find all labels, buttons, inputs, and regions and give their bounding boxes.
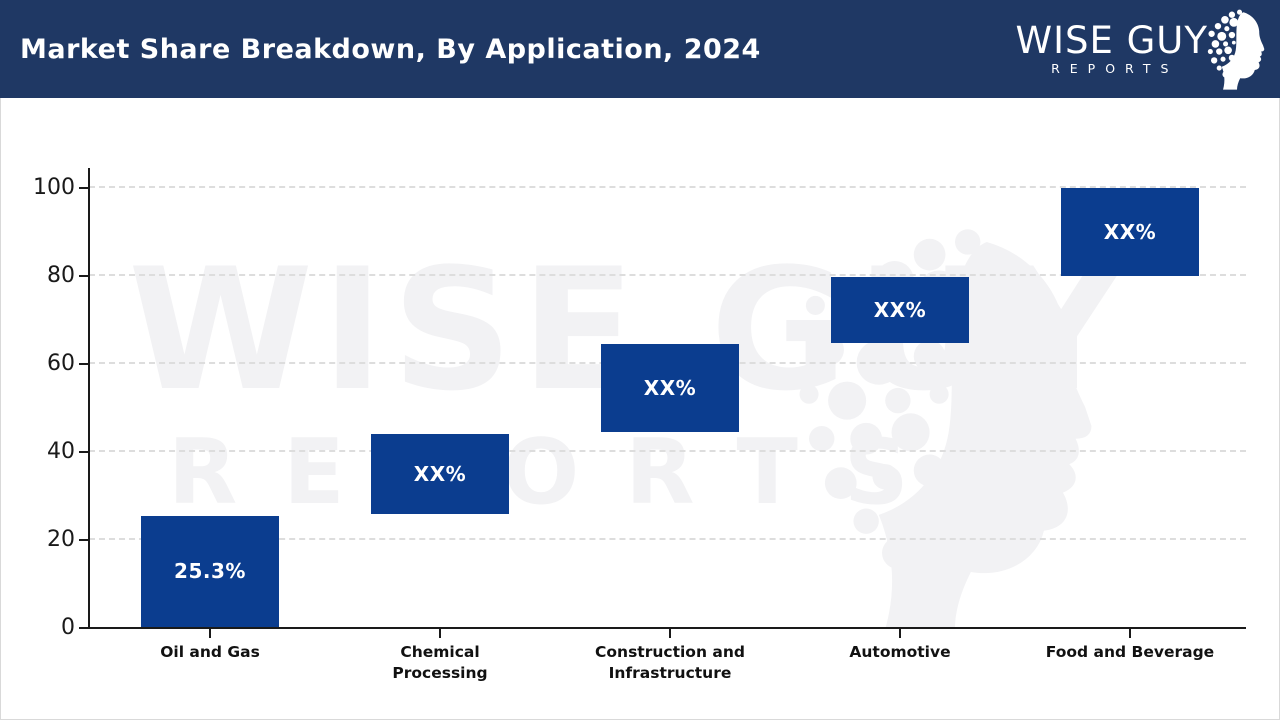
bar-value-label: 25.3% bbox=[174, 559, 246, 584]
header-bar: Market Share Breakdown, By Application, … bbox=[0, 0, 1280, 98]
y-tick-100 bbox=[79, 187, 88, 189]
x-tick-3 bbox=[669, 629, 671, 638]
waterfall-bar-2: XX% bbox=[371, 433, 509, 514]
waterfall-bar-4: XX% bbox=[831, 277, 969, 344]
y-tick-20 bbox=[79, 539, 88, 541]
x-tick-4 bbox=[899, 629, 901, 638]
y-tick-label-20: 20 bbox=[47, 527, 75, 552]
x-axis-line bbox=[88, 627, 1246, 629]
y-axis-line bbox=[88, 168, 90, 629]
brand-logo-text: WISE GUY REPORTS bbox=[1016, 22, 1208, 76]
page-title: Market Share Breakdown, By Application, … bbox=[20, 33, 761, 65]
brand-name: WISE GUY bbox=[1015, 19, 1208, 63]
waterfall-bar-3: XX% bbox=[601, 344, 739, 433]
y-tick-80 bbox=[79, 275, 88, 277]
y-tick-label-0: 0 bbox=[61, 615, 75, 640]
waterfall-bar-1: 25.3% bbox=[141, 515, 279, 627]
x-tick-1 bbox=[209, 629, 211, 638]
dotted-head-icon bbox=[1207, 9, 1265, 90]
gridline-80 bbox=[89, 274, 1246, 276]
y-tick-label-80: 80 bbox=[47, 263, 75, 288]
category-label-5: Food and Beverage bbox=[1045, 643, 1215, 661]
watermark-text-secondary: REPORTS bbox=[168, 420, 955, 525]
waterfall-bar-5: XX% bbox=[1061, 187, 1199, 276]
category-label-3: Construction and Infrastructure bbox=[595, 643, 745, 682]
gridline-20 bbox=[89, 538, 1246, 540]
category-label-2: Chemical Processing bbox=[392, 643, 488, 682]
brand-subtitle: REPORTS bbox=[1051, 61, 1179, 77]
chart-plot-area: WISE GUY REPORTS 25.3% XX% XX% XX% XX% 0 20 40 6… bbox=[0, 98, 1280, 720]
bar-value-label: XX% bbox=[873, 298, 927, 323]
bar-value-label: XX% bbox=[643, 376, 697, 401]
y-tick-label-100: 100 bbox=[33, 175, 75, 200]
category-label-1: Oil and Gas bbox=[160, 643, 260, 661]
bar-value-label: XX% bbox=[1103, 219, 1157, 244]
brand-logo: WISE GUY REPORTS bbox=[1016, 0, 1270, 98]
gridline-40 bbox=[89, 450, 1246, 452]
bar-value-label: XX% bbox=[413, 461, 467, 486]
y-tick-40 bbox=[79, 451, 88, 453]
x-tick-2 bbox=[439, 629, 441, 638]
category-label-4: Automotive bbox=[849, 643, 951, 661]
y-tick-label-40: 40 bbox=[47, 439, 75, 464]
x-tick-5 bbox=[1129, 629, 1131, 638]
y-tick-0 bbox=[79, 627, 88, 629]
gridline-100 bbox=[89, 186, 1246, 188]
y-tick-60 bbox=[79, 363, 88, 365]
y-tick-label-60: 60 bbox=[47, 351, 75, 376]
